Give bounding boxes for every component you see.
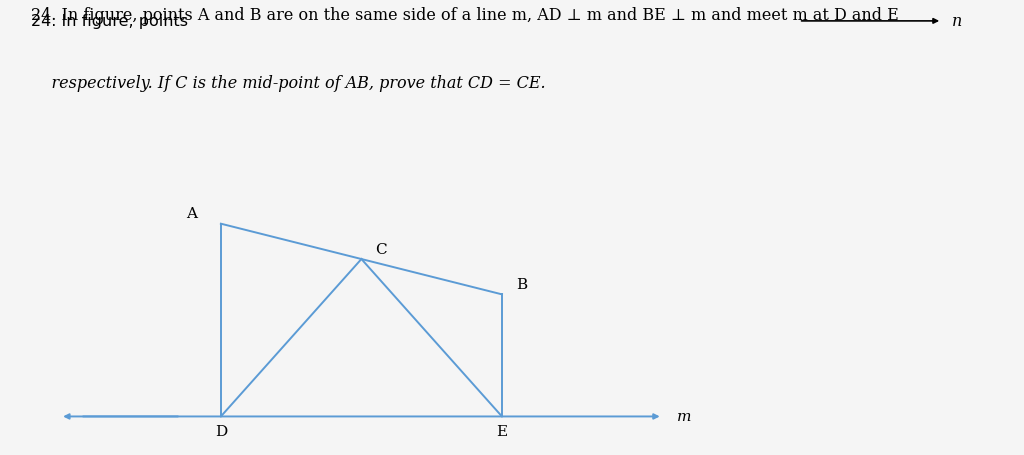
Text: 24. In figure, points A and B are on the same side of a line m, AD ⊥ m and BE ⊥ : 24. In figure, points A and B are on the…: [31, 7, 898, 24]
Text: n: n: [952, 13, 963, 30]
Text: D: D: [215, 424, 227, 438]
Text: 24. In figure, points: 24. In figure, points: [31, 14, 193, 29]
Text: A: A: [185, 207, 197, 221]
Text: E: E: [497, 424, 508, 438]
Text: respectively. If C is the mid-point of AB, prove that CD = CE.: respectively. If C is the mid-point of A…: [31, 75, 546, 92]
Text: m: m: [677, 410, 691, 424]
Text: C: C: [376, 242, 387, 256]
Text: B: B: [516, 278, 527, 292]
